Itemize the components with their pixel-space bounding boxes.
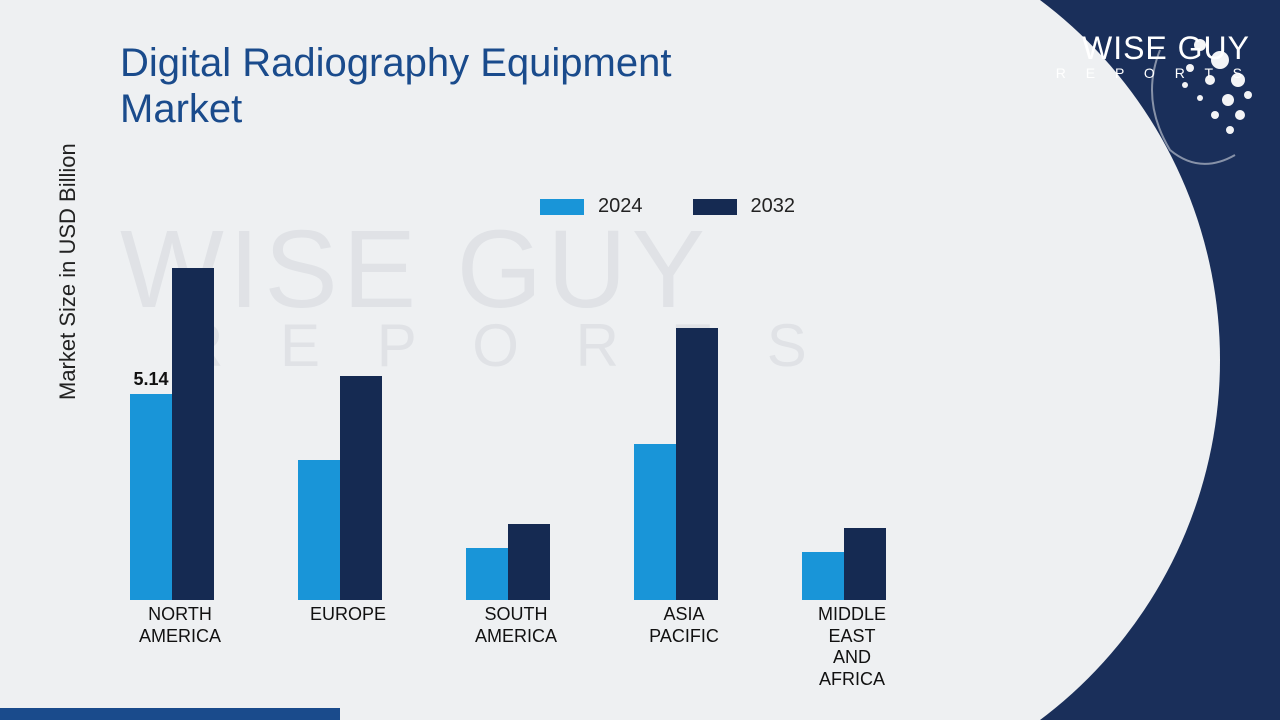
bar-series-b bbox=[172, 268, 214, 600]
bar-value-label: 5.14 bbox=[130, 369, 172, 390]
brand-logo: WISE GUY R E P O R T S bbox=[1056, 30, 1250, 81]
chart-title: Digital Radiography Equipment Market bbox=[120, 40, 680, 132]
bottom-accent-bar bbox=[0, 708, 340, 720]
bar-series-a bbox=[298, 460, 340, 600]
bar-series-a: 5.14 bbox=[130, 394, 172, 600]
logo-main-text: WISE GUY bbox=[1056, 30, 1250, 67]
logo-sub-text: R E P O R T S bbox=[1056, 65, 1250, 81]
bar-series-a bbox=[634, 444, 676, 600]
x-axis-category-label: NORTHAMERICA bbox=[105, 604, 255, 647]
legend: 2024 2032 bbox=[540, 195, 795, 218]
legend-label-a: 2024 bbox=[598, 195, 643, 218]
bar-series-b bbox=[508, 524, 550, 600]
x-axis-category-label: SOUTHAMERICA bbox=[441, 604, 591, 647]
y-axis-label: Market Size in USD Billion bbox=[55, 143, 81, 400]
bar-series-b bbox=[676, 328, 718, 600]
plot-area: 5.14 bbox=[100, 220, 960, 600]
bar-series-a bbox=[802, 552, 844, 600]
x-axis-category-label: ASIAPACIFIC bbox=[609, 604, 759, 647]
x-axis-category-label: EUROPE bbox=[273, 604, 423, 626]
legend-swatch-b bbox=[693, 199, 737, 215]
bar-series-a bbox=[466, 548, 508, 600]
legend-swatch-a bbox=[540, 199, 584, 215]
legend-item-2024: 2024 bbox=[540, 195, 643, 218]
legend-item-2032: 2032 bbox=[693, 195, 796, 218]
bar-series-b bbox=[340, 376, 382, 600]
x-axis-category-label: MIDDLEEASTANDAFRICA bbox=[777, 604, 927, 690]
bar-chart: 5.14 bbox=[100, 220, 960, 600]
page: WISE GUY R E P O R T S WISE GUY R E P O … bbox=[0, 0, 1280, 720]
legend-label-b: 2032 bbox=[751, 195, 796, 218]
bar-series-b bbox=[844, 528, 886, 600]
